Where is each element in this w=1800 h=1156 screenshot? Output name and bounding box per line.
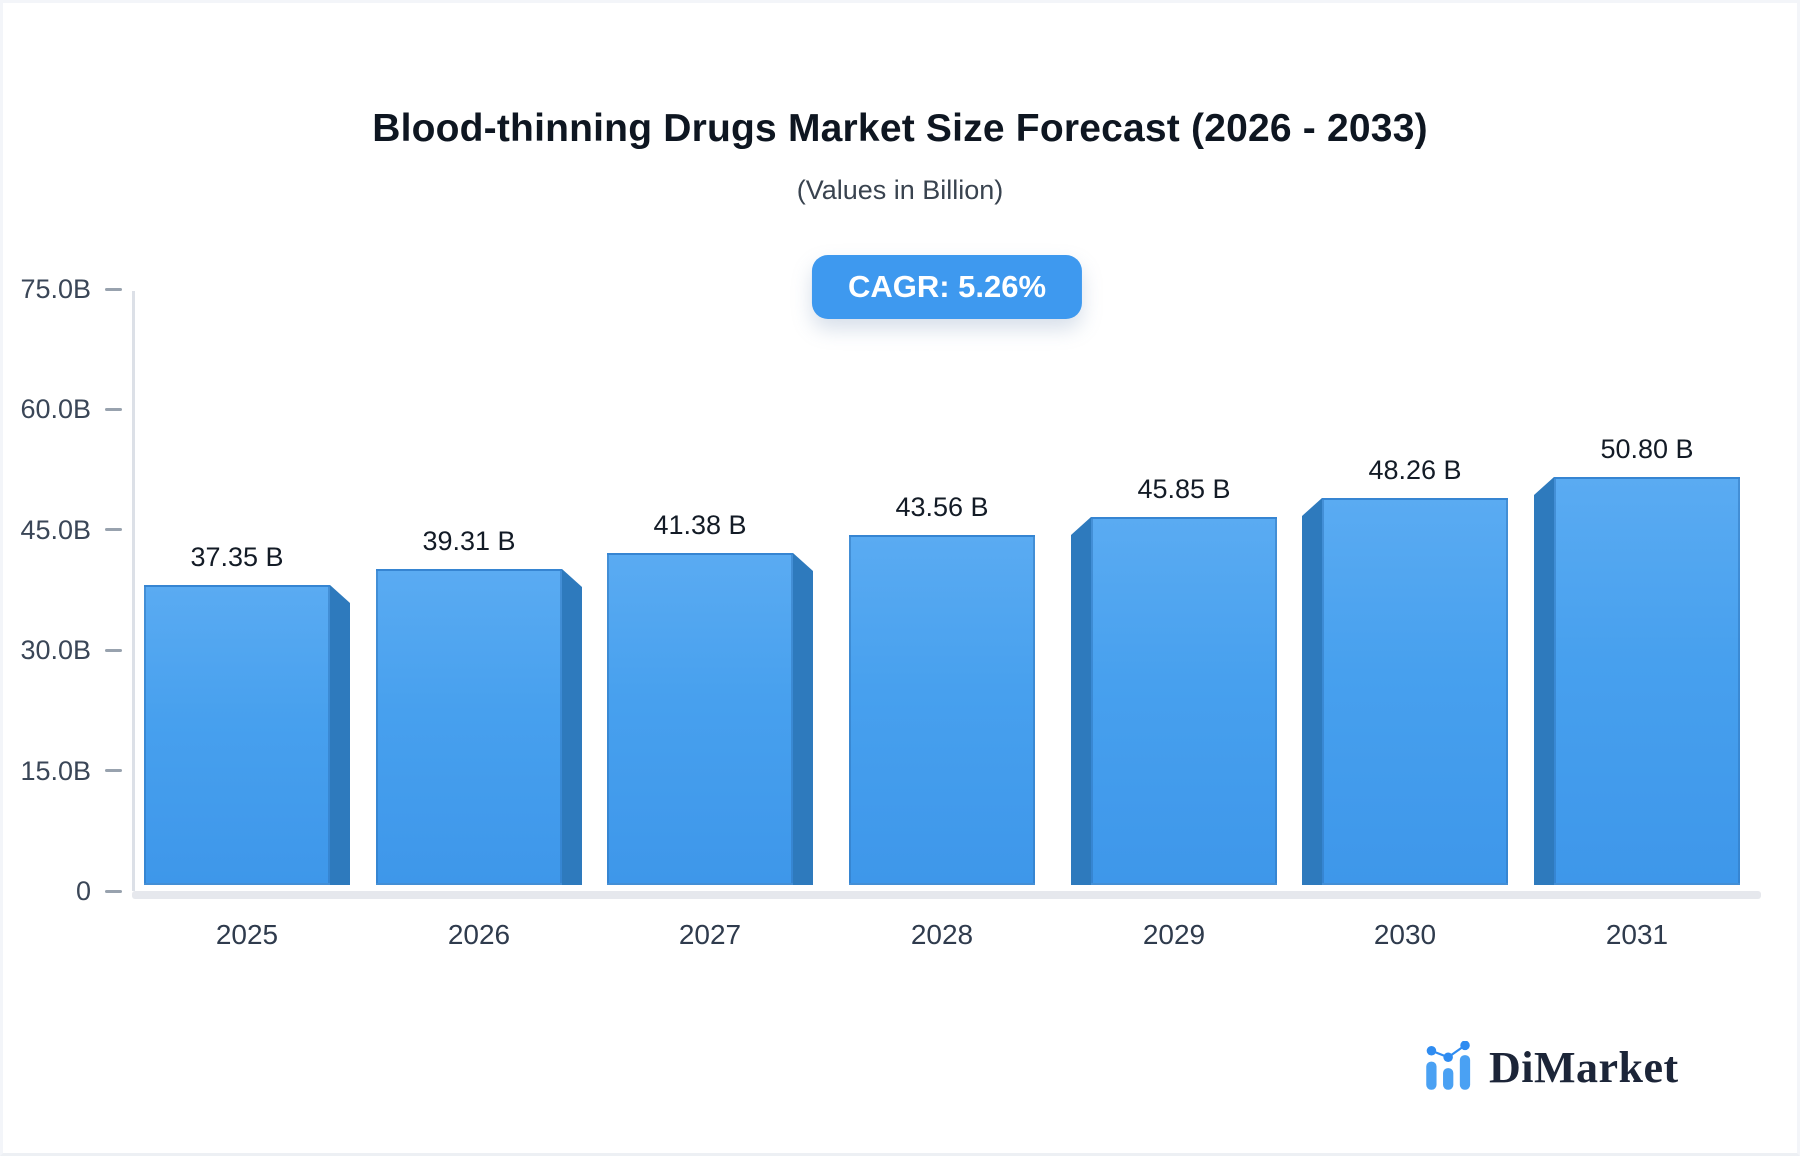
bar-2027[interactable] bbox=[607, 553, 793, 885]
bar-value-label-2025: 37.35 B bbox=[190, 542, 284, 572]
bar-side-face bbox=[1302, 498, 1322, 885]
y-axis-line bbox=[132, 291, 135, 891]
bar-2029[interactable] bbox=[1091, 517, 1277, 885]
y-axis-tick bbox=[105, 889, 122, 893]
bar-side-face bbox=[793, 553, 813, 885]
bar-side-face bbox=[1534, 477, 1554, 885]
y-axis-label-45.0B: 45.0B bbox=[20, 514, 91, 545]
y-axis-tick bbox=[105, 769, 122, 773]
bar-chart-logo-icon bbox=[1423, 1041, 1475, 1093]
y-axis-tick bbox=[105, 648, 122, 652]
x-axis-label-2029: 2029 bbox=[1142, 919, 1206, 950]
x-axis-baseline bbox=[132, 891, 1761, 899]
x-axis-label-2026: 2026 bbox=[447, 919, 511, 950]
bar-value-label-2029: 45.85 B bbox=[1137, 474, 1231, 504]
y-axis-label-0: 0 bbox=[75, 876, 91, 906]
bar-2028[interactable] bbox=[849, 535, 1035, 885]
y-axis-label-30.0B: 30.0B bbox=[20, 635, 91, 666]
bar-value-label-2026: 39.31 B bbox=[422, 526, 516, 556]
bar-value-label-2027: 41.38 B bbox=[653, 510, 747, 540]
y-axis-label-60.0B: 60.0B bbox=[20, 394, 91, 425]
cagr-badge: CAGR: 5.26% bbox=[811, 255, 1083, 319]
bar-2031[interactable] bbox=[1554, 477, 1740, 885]
chart-title: Blood-thinning Drugs Market Size Forecas… bbox=[372, 107, 1428, 150]
logo-text: DiMarket bbox=[1489, 1042, 1679, 1092]
x-axis-label-2030: 2030 bbox=[1373, 919, 1437, 950]
x-axis-label-2027: 2027 bbox=[678, 919, 742, 950]
bar-2025[interactable] bbox=[144, 585, 330, 885]
bar-value-label-2031: 50.80 B bbox=[1600, 434, 1694, 464]
y-axis-tick bbox=[105, 287, 122, 291]
y-axis-tick bbox=[105, 528, 122, 532]
bar-side-face bbox=[330, 585, 350, 885]
y-axis-tick bbox=[105, 407, 122, 411]
bar-value-label-2030: 48.26 B bbox=[1368, 455, 1462, 485]
bar-2026[interactable] bbox=[376, 569, 562, 885]
x-axis-label-2028: 2028 bbox=[910, 919, 974, 950]
bar-side-face bbox=[562, 569, 582, 885]
dimarket-logo[interactable]: DiMarket bbox=[1423, 1041, 1679, 1093]
x-axis-label-2031: 2031 bbox=[1605, 919, 1669, 950]
x-axis-label-2025: 2025 bbox=[215, 919, 279, 950]
bar-value-label-2028: 43.56 B bbox=[895, 492, 989, 522]
y-axis-label-75.0B: 75.0B bbox=[20, 274, 91, 304]
chart-subtitle: (Values in Billion) bbox=[796, 175, 1004, 205]
bar-side-face bbox=[1071, 517, 1091, 885]
y-axis-label-15.0B: 15.0B bbox=[20, 755, 91, 786]
bar-2030[interactable] bbox=[1322, 498, 1508, 885]
